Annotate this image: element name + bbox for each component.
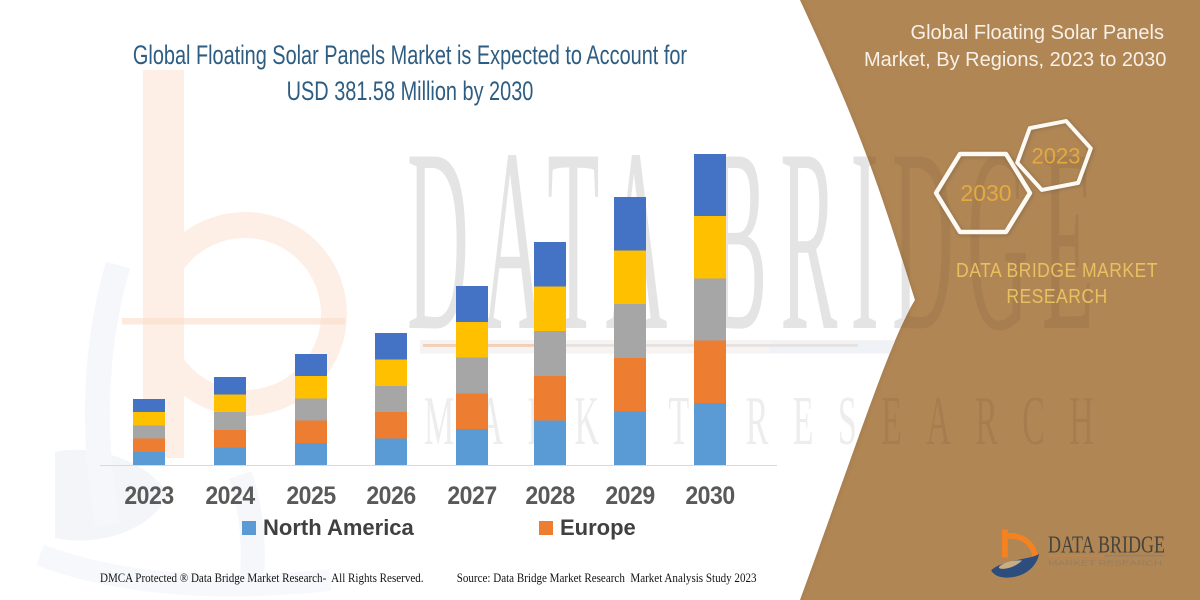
svg-text:DATA BRIDGE: DATA BRIDGE xyxy=(407,95,1107,385)
svg-text:2023: 2023 xyxy=(1032,144,1081,169)
svg-text:DATA BRIDGE: DATA BRIDGE xyxy=(1048,533,1165,559)
svg-text:2030: 2030 xyxy=(960,180,1011,206)
svg-text:MARKET RESEARCH: MARKET RESEARCH xyxy=(424,383,1118,460)
svg-text:MARKET RESEARCH: MARKET RESEARCH xyxy=(1048,559,1162,568)
